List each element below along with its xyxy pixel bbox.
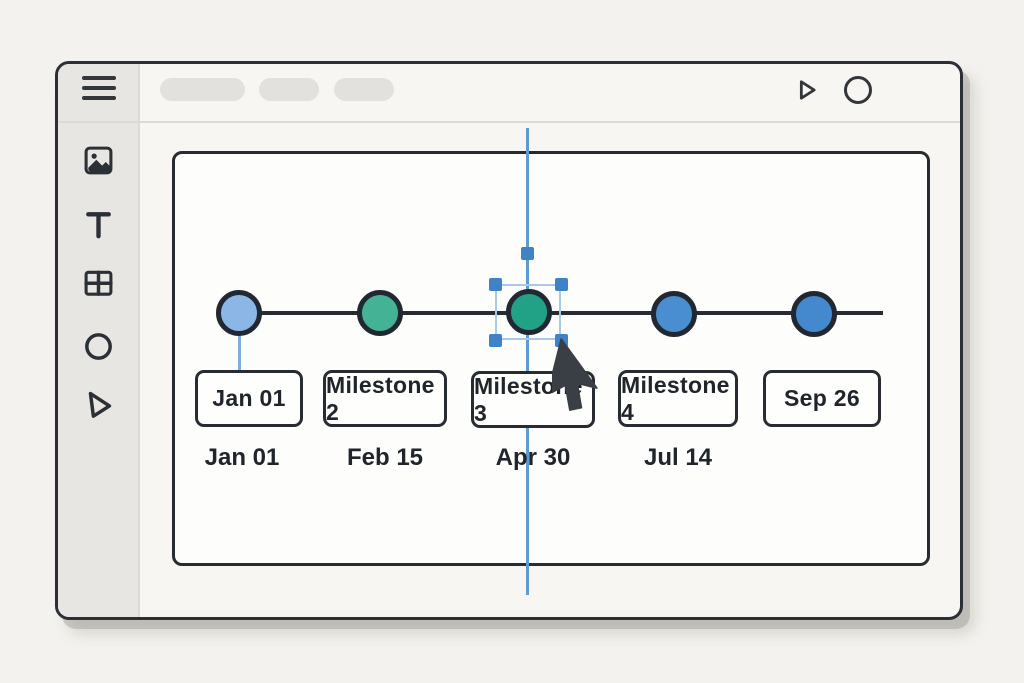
document-canvas[interactable] — [172, 151, 930, 566]
milestone-label-text: Milestone 3 — [474, 372, 583, 426]
toolbar-pill-placeholder-3[interactable] — [334, 78, 394, 101]
milestone-node-3-selected[interactable] — [506, 289, 552, 335]
topbar-divider — [58, 121, 960, 123]
cursor-icon — [88, 391, 111, 418]
milestone-date-4[interactable]: Jul 14 — [643, 444, 713, 471]
hamburger-bar — [82, 76, 116, 80]
milestone-date-2[interactable]: Feb 15 — [346, 444, 424, 471]
selection-handle-bottom-left[interactable] — [489, 334, 502, 347]
hamburger-bar — [82, 96, 116, 100]
text-icon — [85, 211, 111, 238]
selection-handle-bottom-right[interactable] — [555, 334, 568, 347]
toolbar-pill-placeholder-2[interactable] — [259, 78, 319, 101]
tool-sidebar — [58, 64, 140, 617]
sidebar-item-table-tool[interactable] — [80, 264, 116, 300]
milestone-1-connector-line — [238, 334, 241, 371]
milestone-date-1[interactable]: Jan 01 — [204, 444, 280, 471]
selection-handle-top-left[interactable] — [489, 278, 502, 291]
sidebar-item-select-tool[interactable] — [80, 386, 116, 422]
milestone-label-text: Sep 26 — [784, 385, 860, 411]
milestone-label-text: Milestone 4 — [621, 371, 730, 425]
milestone-node-4[interactable] — [651, 291, 697, 337]
circle-icon — [84, 332, 112, 360]
play-icon — [799, 80, 816, 100]
milestone-label-box-5[interactable]: Sep 26 — [763, 370, 881, 427]
image-icon — [84, 146, 112, 174]
sidebar-item-text-tool[interactable] — [80, 206, 116, 242]
milestone-node-2[interactable] — [357, 290, 403, 336]
milestone-node-1[interactable] — [216, 290, 262, 336]
timeline-line[interactable] — [239, 311, 883, 315]
vertical-guide-line — [526, 128, 529, 595]
milestone-label-text: Jan 01 — [212, 385, 286, 411]
milestone-date-3[interactable]: Apr 30 — [495, 444, 571, 471]
menu-hamburger-icon[interactable] — [82, 76, 116, 102]
selection-handle-top[interactable] — [521, 247, 534, 260]
sidebar-item-shape-tool[interactable] — [80, 328, 116, 364]
hamburger-bar — [82, 86, 116, 90]
milestone-label-text: Milestone 2 — [326, 371, 435, 425]
selection-bounding-box — [495, 284, 561, 340]
toolbar-pill-placeholder-1[interactable] — [160, 78, 245, 101]
table-icon — [83, 270, 113, 296]
milestone-label-box-3[interactable]: Milestone 3 — [471, 371, 595, 428]
milestone-label-box-1[interactable]: Jan 01 — [195, 370, 303, 427]
sidebar-item-image-tool[interactable] — [80, 142, 116, 178]
milestone-node-5[interactable] — [791, 291, 837, 337]
milestone-label-box-2[interactable]: Milestone 2 — [323, 370, 447, 427]
record-button[interactable] — [844, 76, 872, 104]
play-button[interactable] — [792, 76, 820, 104]
selection-handle-top-right[interactable] — [555, 278, 568, 291]
milestone-label-box-4[interactable]: Milestone 4 — [618, 370, 738, 427]
